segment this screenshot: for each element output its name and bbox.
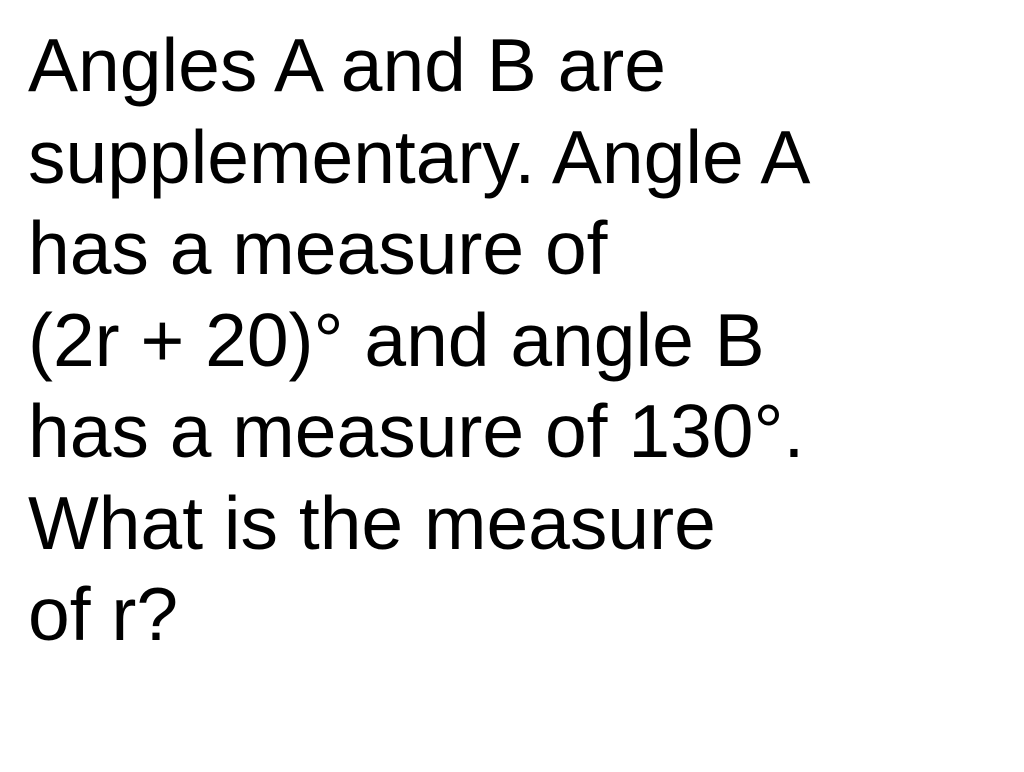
problem-page: Angles A and B are supplementary. Angle … — [0, 0, 1024, 772]
problem-text: Angles A and B are supplementary. Angle … — [28, 20, 996, 661]
